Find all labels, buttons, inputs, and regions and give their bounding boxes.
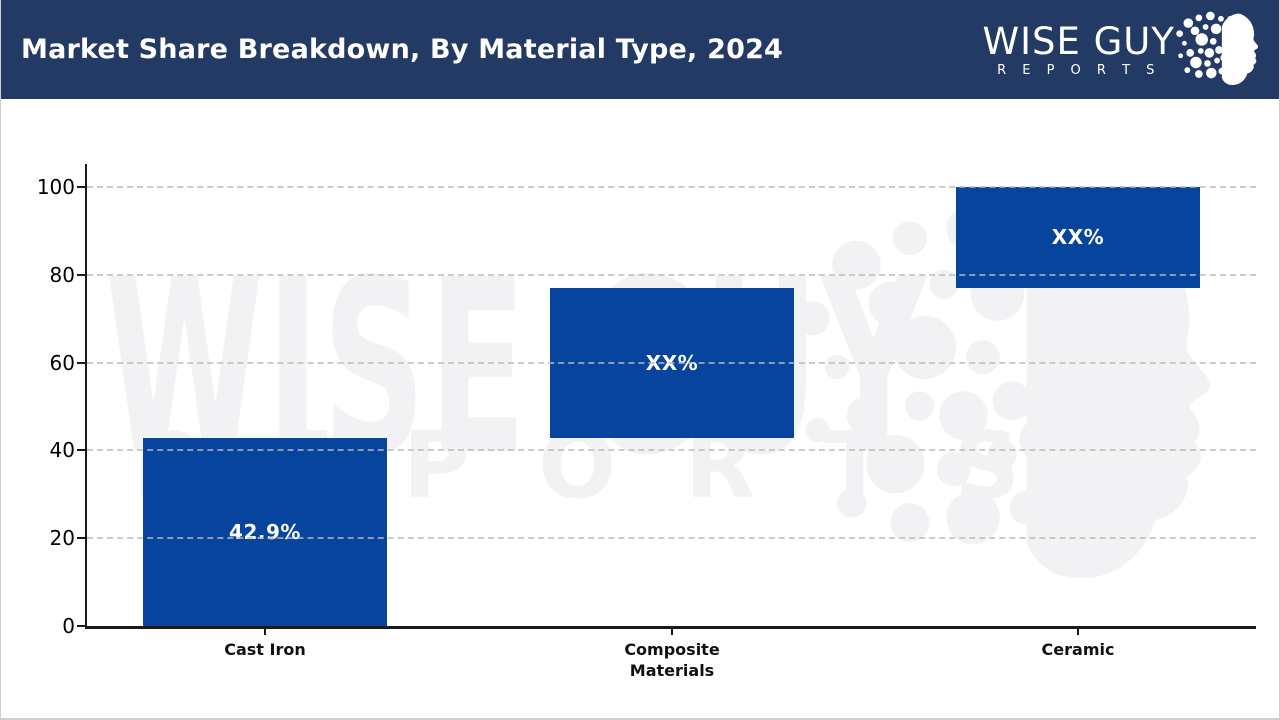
y-tick-mark [77, 537, 85, 540]
bar-value-label: XX% [1051, 225, 1105, 250]
brand-logo-wordmark: WISE GUY [982, 19, 1175, 63]
chart-title: Market Share Breakdown, By Material Type… [21, 34, 784, 65]
brand-logo: WISE GUY R E P O R T S [983, 4, 1267, 96]
x-category-label: Cast Iron [155, 640, 375, 661]
gridline-20 [87, 537, 1256, 540]
brand-logo-text: WISE GUY R E P O R T S [983, 23, 1175, 77]
brand-logo-face-icon [1176, 11, 1259, 85]
x-category-label: Composite Materials [562, 640, 782, 682]
y-tick-mark [77, 625, 85, 627]
gridline-100 [87, 186, 1256, 188]
bar-value-label: 42.9% [229, 519, 301, 544]
y-tick-mark [77, 361, 85, 364]
y-tick-mark [77, 273, 85, 276]
y-tick-label: 100 [36, 175, 75, 199]
y-tick-label: 60 [49, 350, 75, 375]
gridline-40 [87, 449, 1256, 452]
x-tick-mark [264, 627, 266, 635]
x-category-label-line: Composite [624, 640, 720, 659]
bar-ceramic: XX% [956, 187, 1200, 288]
x-category-label: Ceramic [968, 640, 1188, 661]
y-tick-label: 0 [62, 614, 75, 638]
header-bar: Market Share Breakdown, By Material Type… [1, 0, 1279, 99]
x-category-label-line: Materials [629, 660, 715, 680]
x-tick-mark [1077, 627, 1079, 635]
x-tick-mark [671, 627, 673, 635]
gridline-60 [87, 361, 1256, 364]
bar-cast-iron: 42.9% [143, 437, 387, 626]
y-tick-label: 40 [49, 438, 75, 463]
x-category-label-line: Ceramic [1041, 640, 1115, 659]
y-tick-mark [77, 449, 85, 452]
y-tick-label: 80 [49, 262, 75, 287]
brand-logo-subtitle: R E P O R T S [997, 62, 1161, 78]
y-tick-mark [77, 186, 85, 188]
y-axis-line [85, 164, 87, 628]
x-category-label-line: Cast Iron [224, 640, 306, 659]
x-axis-line [85, 626, 1256, 629]
y-tick-label: 20 [49, 526, 75, 551]
gridline-80 [87, 273, 1256, 276]
